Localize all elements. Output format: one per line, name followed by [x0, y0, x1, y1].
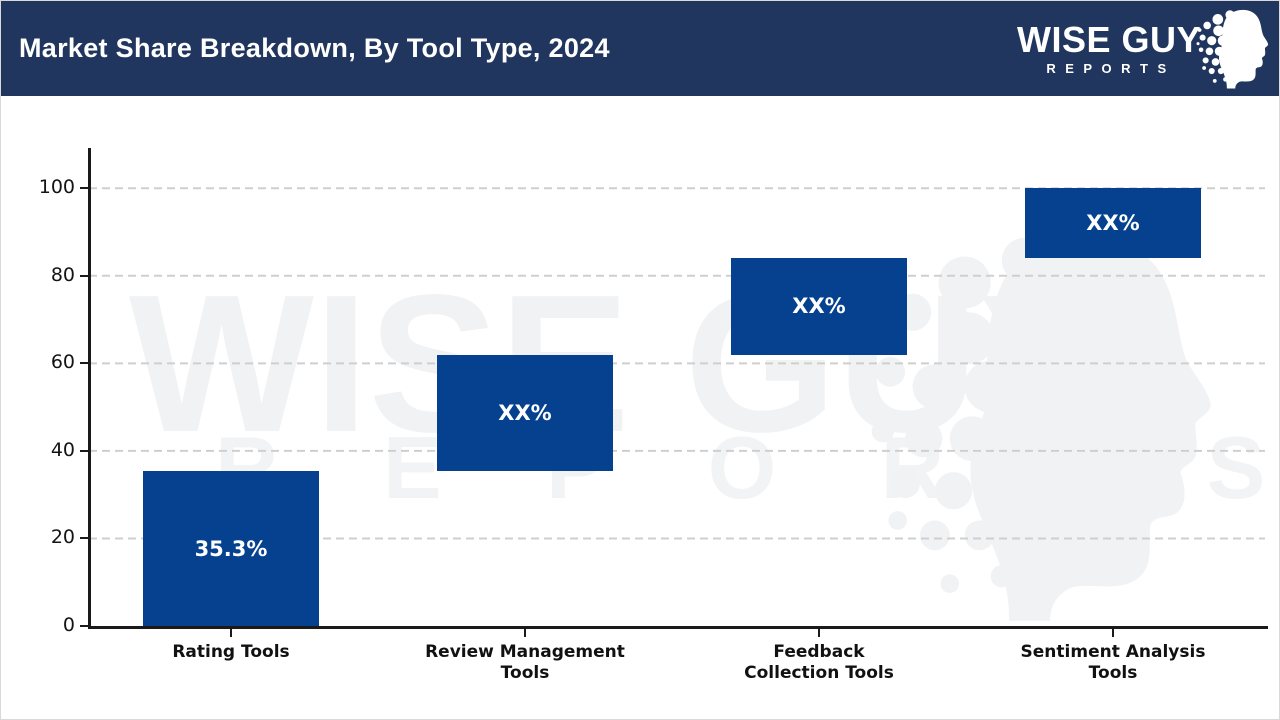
y-tick-label: 60: [50, 351, 75, 374]
logo-subtext: REPORTS: [1046, 61, 1176, 76]
x-category-label: Sentiment Analysis Tools: [1020, 642, 1206, 683]
y-tick-label: 80: [50, 263, 75, 286]
logo-text: WISE GUY REPORTS: [1016, 19, 1201, 76]
x-axis-line: [88, 626, 1268, 629]
bar-value-label: 35.3%: [194, 536, 268, 561]
y-tick-mark: [80, 537, 88, 540]
bar: 35.3%: [143, 471, 319, 626]
x-tick-mark: [818, 629, 820, 637]
x-tick-mark: [524, 629, 526, 637]
bar-value-label: XX%: [792, 294, 846, 319]
plot-area: 35.3% XX% XX% XX%: [89, 151, 1265, 626]
x-category-label: Review Management Tools: [425, 642, 625, 683]
bar-value-label: XX%: [498, 401, 552, 425]
bar: XX%: [1025, 188, 1201, 259]
y-tick-label: 40: [50, 438, 75, 461]
y-tick-mark: [80, 449, 88, 452]
y-tick-label: 0: [62, 614, 75, 636]
x-category-label: Rating Tools: [172, 642, 290, 662]
x-category-label: Feedback Collection Tools: [744, 642, 894, 683]
bar-value-label: XX%: [1086, 211, 1140, 236]
bar: XX%: [437, 354, 613, 472]
wiseguy-head-icon: [1195, 7, 1271, 91]
x-tick-mark: [1112, 629, 1114, 637]
y-tick-label: 20: [50, 526, 75, 549]
y-tick-mark: [80, 625, 88, 627]
y-tick-mark: [80, 274, 88, 277]
y-tick-mark: [80, 187, 88, 190]
y-tick-label: 100: [38, 176, 75, 199]
header-bar: Market Share Breakdown, By Tool Type, 20…: [1, 1, 1279, 96]
chart-title: Market Share Breakdown, By Tool Type, 20…: [19, 33, 610, 63]
bar: XX%: [731, 258, 907, 355]
y-tick-mark: [80, 362, 88, 365]
wiseguy-logo: WISE GUY REPORTS: [1017, 7, 1271, 91]
x-tick-mark: [230, 629, 232, 637]
logo-wordmark: WISE GUY: [1016, 19, 1201, 60]
y-axis-line: [88, 148, 91, 626]
